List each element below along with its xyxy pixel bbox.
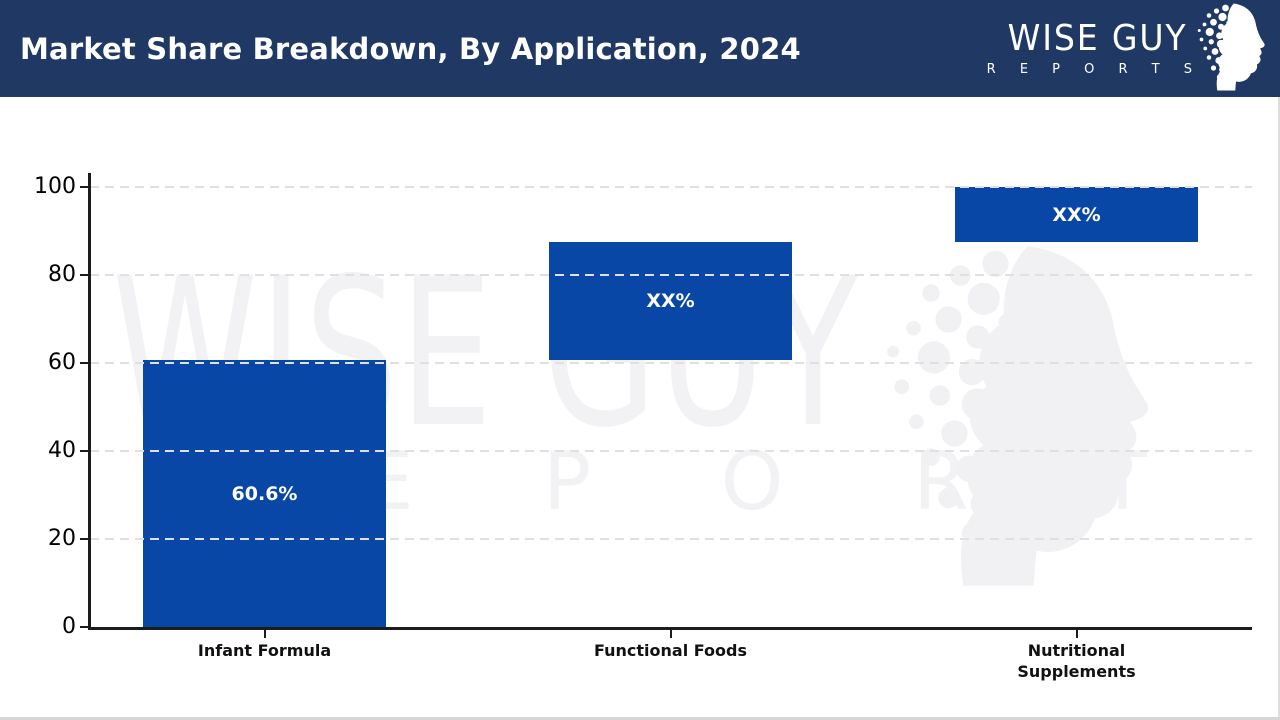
page-right-border (1278, 97, 1280, 720)
y-axis-line (88, 173, 91, 630)
x-tick (669, 629, 672, 638)
brand-name: WISE GUY (1007, 18, 1188, 59)
x-axis-label-nutritional-supplements: Nutritional Supplements (1017, 641, 1136, 681)
y-tick-label-80: 80 (48, 262, 76, 287)
bar-value-label: 60.6% (231, 482, 298, 505)
y-tick (80, 362, 88, 364)
brand-subtitle: R E P O R T S (986, 62, 1202, 77)
bar-functional-foods: XX% (549, 242, 792, 361)
y-tick-label-60: 60 (48, 350, 76, 375)
wiseguy-head-icon (1188, 2, 1272, 96)
brand-logo: WISE GUY R E P O R T S (977, 2, 1280, 96)
gridline-100 (90, 186, 1252, 188)
bar-nutritional-supplements: XX% (955, 187, 1198, 242)
y-tick-label-20: 20 (48, 526, 76, 551)
x-axis-line (88, 627, 1252, 630)
gridline-80 (90, 274, 1252, 276)
y-tick-label-100: 100 (34, 174, 76, 199)
bar-value-label: XX% (646, 290, 695, 313)
page-bottom-border (0, 717, 1280, 720)
gridline-20 (90, 538, 1252, 540)
gridline-60 (90, 362, 1252, 364)
bar-infant-formula: 60.6% (143, 360, 386, 627)
x-tick (1075, 629, 1078, 638)
y-tick-label-0: 0 (62, 614, 76, 639)
y-tick (80, 450, 88, 452)
brand-wordmark: WISE GUY R E P O R T S (977, 18, 1202, 77)
x-tick (263, 629, 266, 638)
chart-title: Market Share Breakdown, By Application, … (20, 31, 801, 66)
y-tick-label-40: 40 (48, 438, 76, 463)
bar-value-label: XX% (1052, 203, 1101, 226)
header-banner: Market Share Breakdown, By Application, … (0, 0, 1280, 97)
y-tick (80, 274, 88, 276)
x-axis-label-functional-foods: Functional Foods (593, 641, 747, 660)
x-axis-label-infant-formula: Infant Formula (197, 641, 332, 660)
y-tick (80, 626, 88, 628)
y-tick (80, 538, 88, 540)
gridline-40 (90, 450, 1252, 452)
y-tick (80, 186, 88, 188)
